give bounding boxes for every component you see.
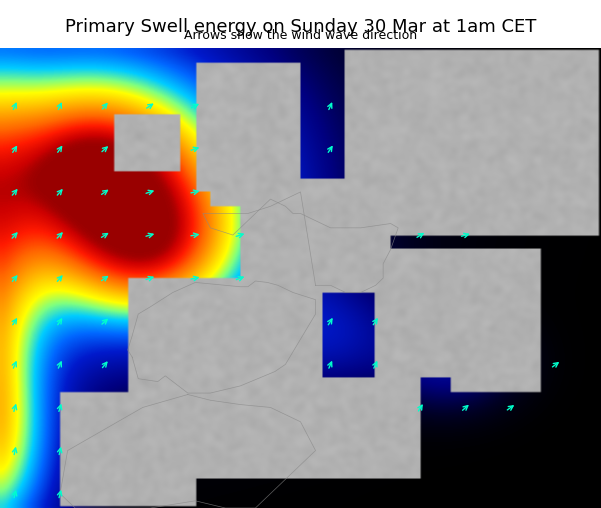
Text: Primary Swell energy on Sunday 30 Mar at 1am CET: Primary Swell energy on Sunday 30 Mar at… — [65, 18, 536, 36]
Text: Arrows show the wind wave direction: Arrows show the wind wave direction — [184, 29, 417, 43]
